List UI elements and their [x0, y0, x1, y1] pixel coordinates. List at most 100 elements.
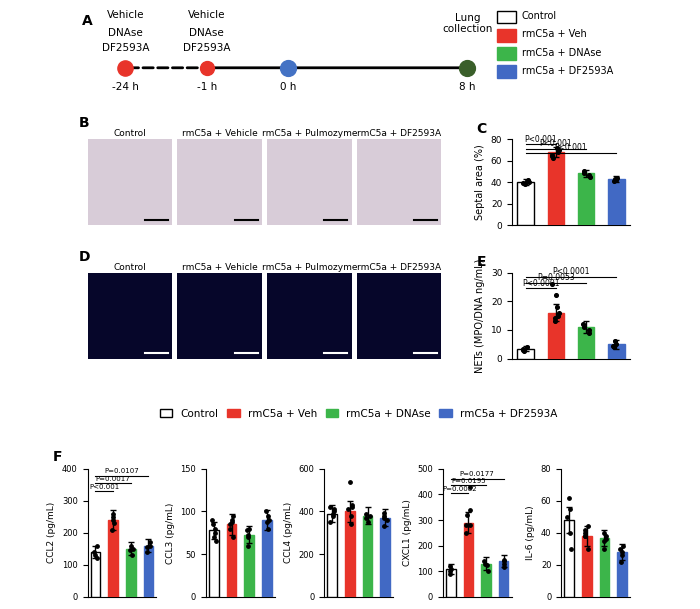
Point — [360, 509, 372, 518]
Point — [260, 507, 272, 516]
Text: P=0.0107: P=0.0107 — [104, 468, 139, 474]
Point — [209, 524, 220, 533]
Point — [445, 564, 456, 574]
Point — [580, 525, 591, 535]
Point — [207, 519, 218, 529]
Point — [108, 518, 119, 528]
Point — [145, 541, 156, 551]
Point — [263, 515, 274, 525]
Point — [325, 517, 336, 527]
Bar — [144, 546, 153, 597]
Title: rmC5a + Vehicle: rmC5a + Vehicle — [182, 129, 258, 138]
Bar — [446, 569, 456, 597]
Point — [498, 556, 510, 566]
Point — [462, 63, 473, 72]
Point — [262, 511, 274, 521]
Y-axis label: Septal area (%): Septal area (%) — [475, 144, 485, 220]
Point — [481, 560, 492, 569]
Point — [88, 547, 99, 557]
Point — [342, 504, 354, 514]
Point — [498, 563, 510, 572]
Point — [126, 551, 137, 560]
Point — [561, 512, 573, 522]
Point — [609, 337, 620, 347]
Bar — [345, 512, 355, 597]
Point — [344, 477, 356, 487]
Text: Lung
collection: Lung collection — [442, 13, 492, 35]
Title: Control: Control — [113, 129, 146, 138]
Point — [578, 166, 589, 176]
Point — [579, 322, 590, 332]
Y-axis label: CXCL1 (pg/mL): CXCL1 (pg/mL) — [402, 499, 412, 566]
Title: Control: Control — [113, 262, 146, 272]
Point — [107, 509, 118, 518]
FancyBboxPatch shape — [497, 10, 516, 23]
Bar — [547, 152, 564, 225]
Text: E: E — [477, 255, 486, 269]
Text: P<0.0001: P<0.0001 — [552, 267, 590, 276]
Point — [547, 279, 558, 289]
Point — [228, 511, 239, 521]
Point — [461, 528, 472, 538]
Text: B: B — [79, 116, 90, 130]
Point — [379, 521, 390, 531]
Point — [244, 524, 255, 533]
Point — [328, 511, 339, 521]
Point — [617, 547, 628, 557]
Point — [553, 308, 564, 317]
Point — [583, 170, 594, 180]
Point — [610, 175, 622, 185]
Point — [227, 515, 238, 525]
Y-axis label: CCL2 (pg/mL): CCL2 (pg/mL) — [48, 502, 56, 563]
Point — [617, 541, 629, 551]
Point — [89, 551, 100, 560]
Point — [241, 526, 253, 535]
Text: P=0.0082: P=0.0082 — [442, 485, 477, 491]
Text: DNAse: DNAse — [108, 27, 143, 38]
Point — [482, 566, 493, 576]
Point — [462, 510, 473, 519]
FancyBboxPatch shape — [497, 65, 516, 78]
Point — [328, 504, 339, 514]
Point — [583, 521, 594, 531]
Point — [579, 531, 590, 541]
Text: -1 h: -1 h — [197, 82, 217, 92]
Point — [552, 302, 563, 312]
Point — [553, 145, 564, 155]
Point — [108, 515, 119, 525]
Point — [580, 528, 591, 538]
Point — [346, 500, 357, 510]
Bar — [517, 348, 534, 359]
Point — [261, 517, 272, 527]
Point — [524, 177, 535, 187]
Text: F: F — [53, 449, 62, 463]
Bar — [463, 523, 473, 597]
Point — [202, 63, 213, 72]
Point — [550, 317, 561, 326]
Point — [517, 178, 528, 188]
Y-axis label: IL-6 (pg/mL): IL-6 (pg/mL) — [526, 505, 536, 560]
Point — [328, 509, 339, 518]
Point — [283, 63, 294, 72]
Point — [145, 538, 156, 547]
Bar — [126, 549, 136, 597]
Point — [345, 519, 356, 529]
Bar — [578, 174, 594, 225]
Point — [517, 343, 528, 353]
Text: P=0.0017: P=0.0017 — [96, 476, 130, 482]
Point — [577, 319, 588, 329]
Text: Vehicle: Vehicle — [106, 10, 144, 20]
Text: DF2593A: DF2593A — [183, 43, 230, 54]
Point — [519, 179, 531, 189]
Text: -24 h: -24 h — [112, 82, 139, 92]
Text: D: D — [79, 250, 90, 264]
Point — [141, 547, 152, 557]
Text: P<0.001: P<0.001 — [554, 143, 587, 152]
Point — [498, 558, 510, 568]
Bar — [328, 513, 337, 597]
Point — [598, 528, 609, 538]
Point — [565, 504, 576, 514]
Bar — [499, 561, 508, 597]
Point — [125, 546, 136, 555]
Point — [242, 541, 253, 551]
